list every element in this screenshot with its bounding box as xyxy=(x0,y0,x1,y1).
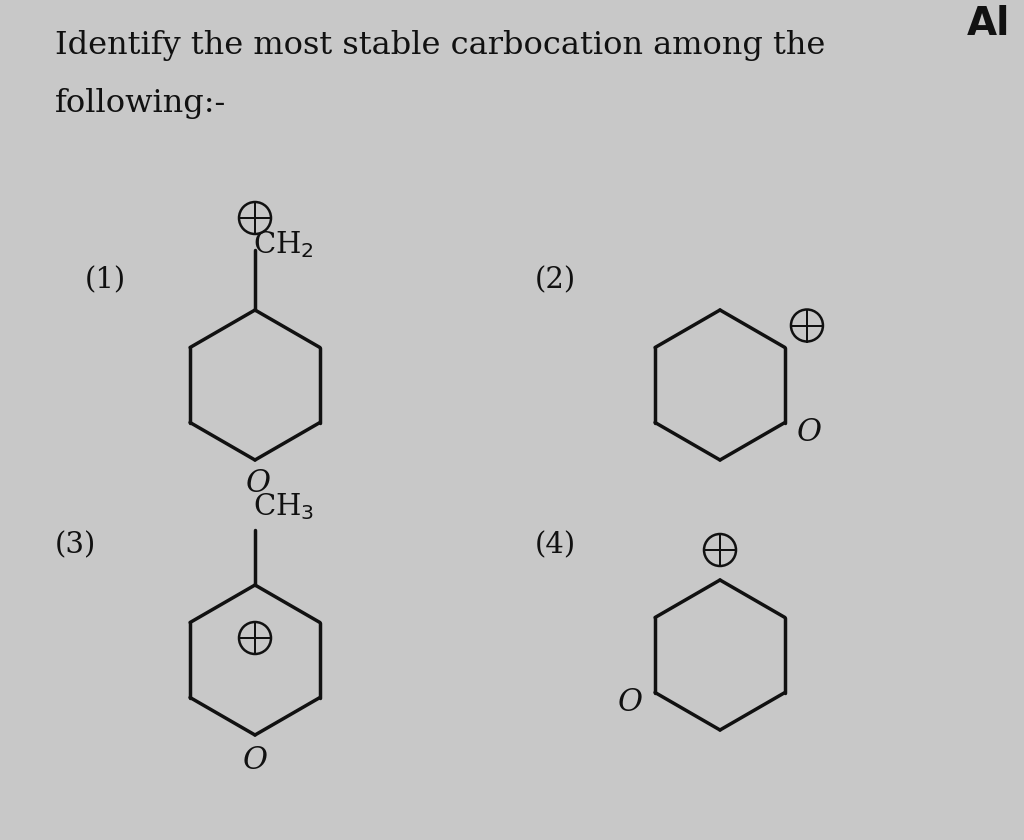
Text: (3): (3) xyxy=(55,531,96,559)
Text: O: O xyxy=(618,687,643,718)
Text: (2): (2) xyxy=(535,266,577,294)
Text: O: O xyxy=(243,745,267,776)
Text: O: O xyxy=(797,417,822,448)
Text: CH$_2$: CH$_2$ xyxy=(253,229,313,260)
Text: Al: Al xyxy=(967,5,1010,43)
Text: (1): (1) xyxy=(85,266,126,294)
Text: Identify the most stable carbocation among the: Identify the most stable carbocation amo… xyxy=(55,30,825,61)
Text: O: O xyxy=(246,468,270,499)
Text: following:-: following:- xyxy=(55,88,226,119)
Text: CH$_3$: CH$_3$ xyxy=(253,491,314,522)
Text: (4): (4) xyxy=(535,531,577,559)
